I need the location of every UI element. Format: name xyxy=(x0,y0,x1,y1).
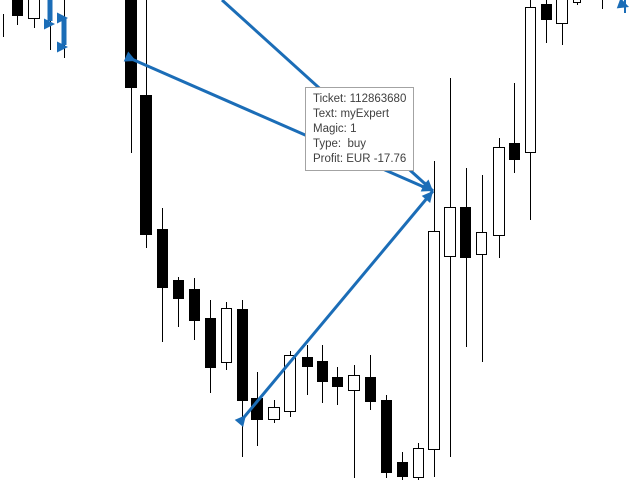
trade-arrow-icon xyxy=(234,415,246,427)
candle-body-bull xyxy=(284,355,296,412)
candle-wick xyxy=(514,83,515,173)
candle-body-bull xyxy=(268,407,280,420)
candle-body-bull xyxy=(428,231,440,450)
tooltip-line-profit: Profit: EUR -17.76 xyxy=(313,153,407,165)
candle-wick xyxy=(178,277,179,327)
candle-body-bear xyxy=(12,0,23,16)
tooltip-line-type: Type: buy xyxy=(313,138,367,150)
candle-body-bear xyxy=(541,4,552,20)
tooltip-line-ticket: Ticket: 112863680 xyxy=(313,93,407,105)
candle-body-bear xyxy=(509,143,520,160)
candle-body-bear xyxy=(189,289,200,321)
candle-wick xyxy=(307,345,308,395)
candle-body-bear xyxy=(302,357,313,367)
trade-arrow-icon xyxy=(123,51,136,62)
candle-body-bear xyxy=(381,400,392,473)
candle-body-bear xyxy=(205,318,216,368)
candle-body-bull xyxy=(573,0,581,3)
candle-body-bull xyxy=(28,0,40,19)
candle-body-bear xyxy=(173,280,184,299)
candle-body-bear xyxy=(125,0,137,88)
candle-body-bear xyxy=(460,207,471,258)
candle-wick xyxy=(450,78,451,457)
candle-body-bull xyxy=(413,448,424,478)
candle-wick xyxy=(354,365,355,478)
trade-arrow-icon xyxy=(421,191,433,203)
tooltip-line-text: Text: myExpert xyxy=(313,108,390,120)
candle-body-bear xyxy=(237,309,248,401)
candle-body-bear xyxy=(365,377,376,402)
trade-line xyxy=(238,190,435,423)
candle-body-bull xyxy=(556,0,568,24)
candle-body-bull xyxy=(444,207,456,257)
candle-wick xyxy=(482,175,483,362)
candle-body-bull xyxy=(525,7,536,153)
candle-wick xyxy=(602,0,603,9)
candle-wick xyxy=(3,14,4,37)
candle-body-bear xyxy=(317,361,328,382)
candle-body-bear xyxy=(140,95,152,235)
candle-body-bear xyxy=(157,229,168,288)
tooltip-line-magic: Magic: 1 xyxy=(313,123,357,135)
candle-body-bear xyxy=(397,462,408,477)
candle-wick xyxy=(546,0,547,43)
candle-body-bull xyxy=(476,232,487,255)
candle-body-bear xyxy=(332,377,343,387)
trade-tooltip: Ticket: 112863680 Text: myExpert Magic: … xyxy=(305,87,415,171)
candle-body-bull xyxy=(493,147,505,236)
trade-arrow-icon xyxy=(57,41,68,53)
trade-arrow-icon xyxy=(420,181,433,192)
trade-arrow-icon xyxy=(44,18,55,30)
trade-arrow-icon xyxy=(57,12,68,24)
trade-arrow-icon xyxy=(616,0,629,9)
candle-body-bull xyxy=(221,308,232,363)
candle-body-bull xyxy=(348,375,360,391)
